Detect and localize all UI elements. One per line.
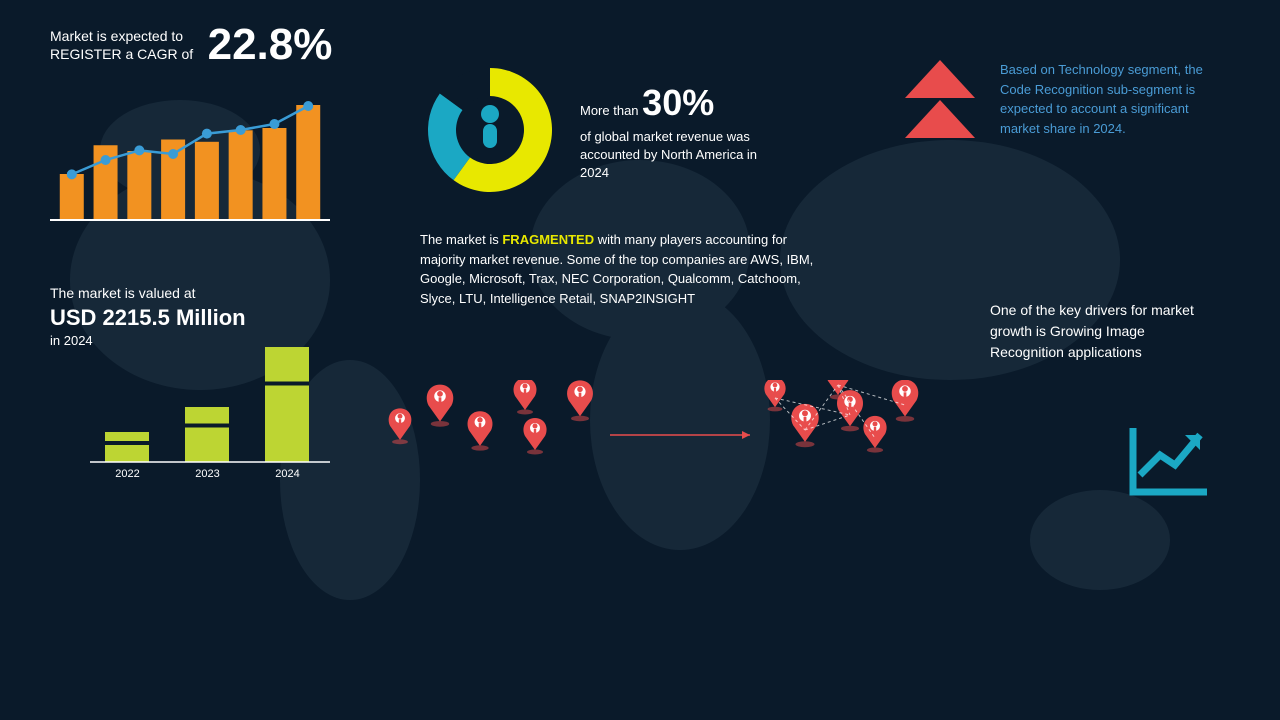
green-bar-label: 2022 xyxy=(100,468,155,480)
donut-chart xyxy=(420,60,560,200)
double-arrow-icon xyxy=(900,60,980,150)
cagr-value: 22.8% xyxy=(208,20,333,70)
value-section: The market is valued at USD 2215.5 Milli… xyxy=(50,285,246,348)
map-pins-area xyxy=(380,380,930,490)
orange-bar-line-chart xyxy=(50,95,330,225)
green-bar-chart xyxy=(90,340,330,480)
green-bar-label: 2023 xyxy=(180,468,235,480)
donut-section: More than 30% of global market revenue w… xyxy=(420,60,760,200)
arrows-text: Based on Technology segment, the Code Re… xyxy=(1000,60,1220,150)
driver-text: One of the key drivers for market growth… xyxy=(990,300,1220,363)
cagr-section: Market is expected toREGISTER a CAGR of … xyxy=(50,20,332,70)
growth-chart-icon xyxy=(1125,420,1215,500)
arrows-section: Based on Technology segment, the Code Re… xyxy=(900,60,1220,150)
fragmented-text: The market is FRAGMENTED with many playe… xyxy=(420,230,820,308)
cagr-label: Market is expected toREGISTER a CAGR of xyxy=(50,27,193,63)
green-bar-label: 2024 xyxy=(260,468,315,480)
donut-text: More than 30% of global market revenue w… xyxy=(580,78,760,183)
